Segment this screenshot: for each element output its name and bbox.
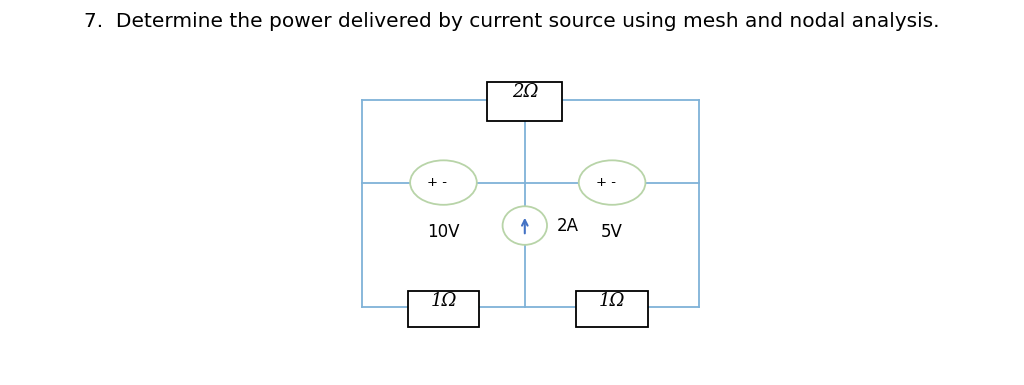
Ellipse shape [411,160,477,205]
Text: 5V: 5V [601,223,623,241]
Text: + -: + - [427,176,447,189]
Text: 10V: 10V [427,223,460,241]
Ellipse shape [579,160,645,205]
FancyBboxPatch shape [408,291,479,326]
FancyBboxPatch shape [487,82,562,121]
Text: 1Ω: 1Ω [430,292,457,310]
FancyBboxPatch shape [577,291,648,326]
Text: 1Ω: 1Ω [599,292,626,310]
Ellipse shape [503,206,547,245]
Text: 2A: 2A [557,216,579,234]
Text: 2Ω: 2Ω [512,83,538,101]
Text: + -: + - [596,176,615,189]
Text: 7.  Determine the power delivered by current source using mesh and nodal analysi: 7. Determine the power delivered by curr… [84,12,940,30]
